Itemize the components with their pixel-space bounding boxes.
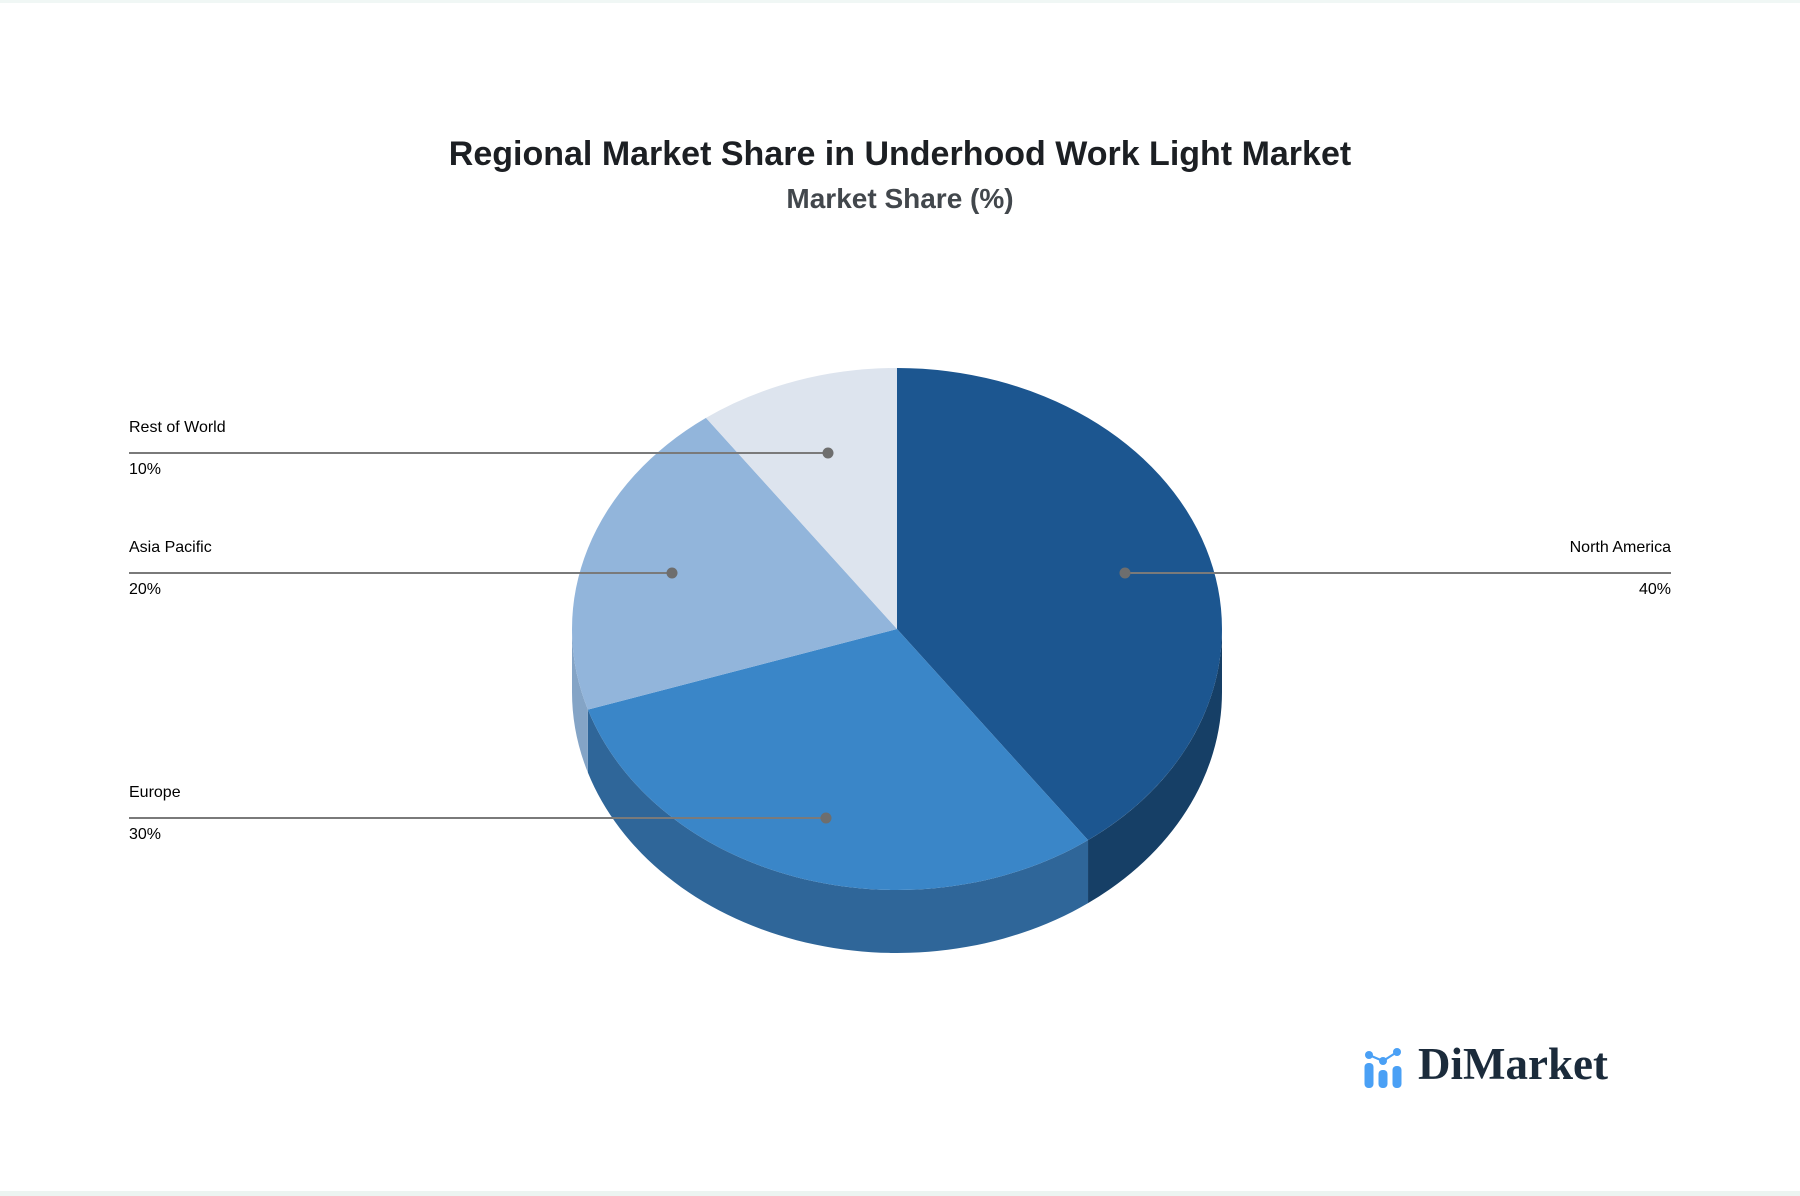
slice-label-north-america: North America [1569,539,1671,556]
slice-value-asia-pacific: 20% [129,581,162,598]
slice-value-rest-of-world: 10% [129,461,162,478]
slice-label-asia-pacific: Asia Pacific [129,539,212,556]
pie-slice-rest-of-world [705,368,897,629]
dimarket-logo: DiMarket [1363,1040,1608,1088]
pie-side-north-america [1088,629,1222,904]
chart-title: Regional Market Share in Underhood Work … [448,135,1352,173]
leader-dot-rest-of-world [822,447,834,459]
slice-value-europe: 30% [129,826,162,843]
bar-chart-logo-icon [1364,1048,1402,1088]
leader-dot-asia-pacific [666,567,678,579]
pie-slices [572,368,1222,953]
slice-label-europe: Europe [129,784,181,801]
slice-value-north-america: 40% [1638,581,1671,598]
chart-subtitle: Market Share (%) [786,183,1014,214]
top-edge-strip [0,0,1800,3]
pie-slice-north-america [897,368,1222,841]
leader-lines [129,447,1671,824]
pie-side-europe [587,709,1089,953]
leader-dot-north-america [1119,567,1131,579]
pie-side-asia-pacific [572,629,588,773]
slice-label-rest-of-world: Rest of World [129,419,226,436]
pie-slice-asia-pacific [572,417,897,710]
bottom-edge-strip [0,1191,1800,1196]
pie-slice-europe [587,629,1089,890]
leader-dot-europe [820,812,832,824]
logo-text: DiMarket [1418,1039,1608,1089]
